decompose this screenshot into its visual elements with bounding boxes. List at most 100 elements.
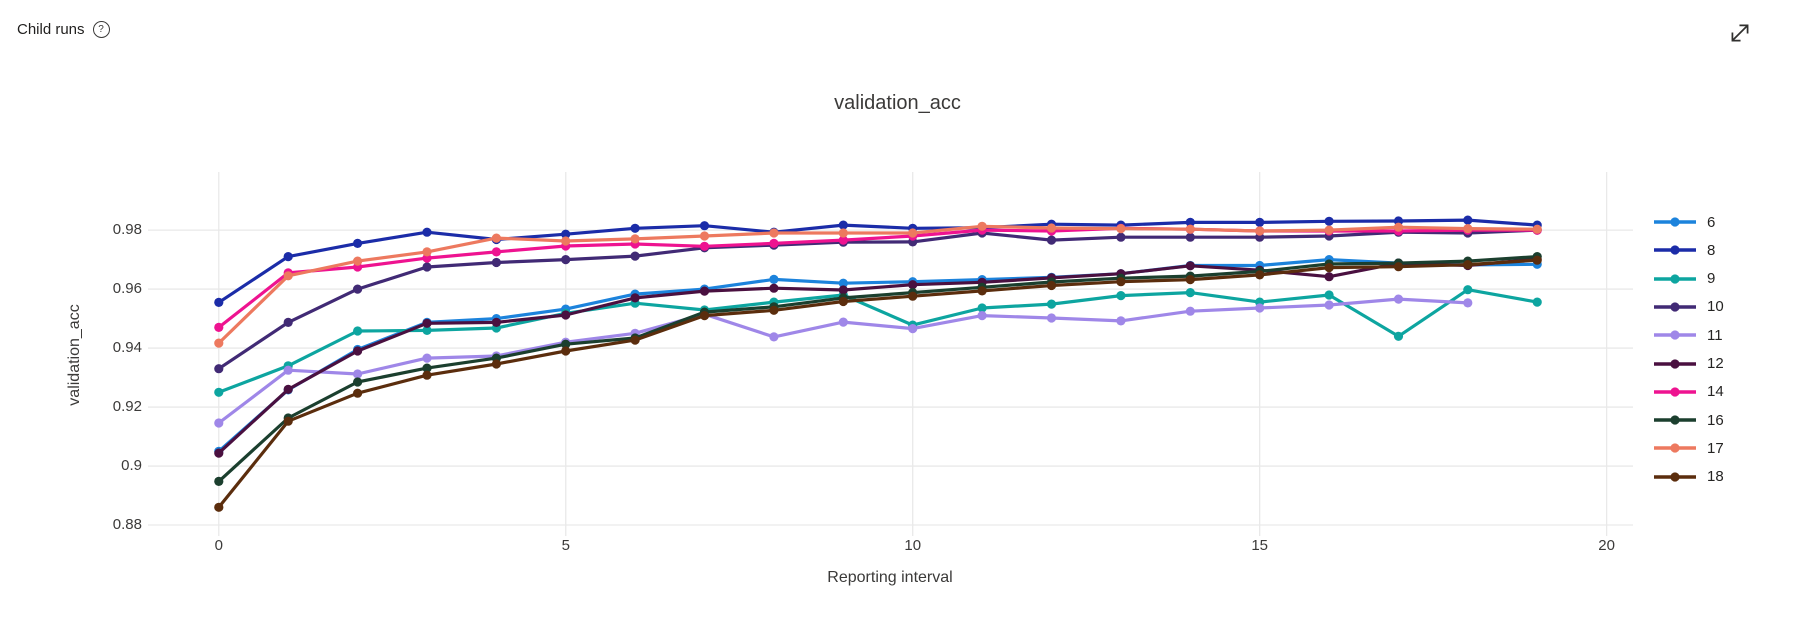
legend-item-14[interactable]: 14 [1652,378,1724,406]
legend-item-9[interactable]: 9 [1652,265,1715,293]
data-point[interactable] [1116,291,1126,301]
series-12[interactable] [214,254,1542,458]
data-point[interactable] [977,303,987,313]
data-point[interactable] [1185,217,1195,227]
data-point[interactable] [838,235,848,245]
series-line-16[interactable] [217,255,1539,483]
legend-item-16[interactable]: 16 [1652,406,1724,434]
data-point[interactable] [422,318,432,328]
data-point[interactable] [1393,222,1404,232]
data-point[interactable] [1116,316,1126,326]
data-point[interactable] [1046,299,1057,309]
data-point[interactable] [353,369,363,379]
data-point[interactable] [699,286,710,296]
data-point[interactable] [491,247,501,257]
legend-item-6[interactable]: 6 [1652,208,1715,236]
data-point[interactable] [838,317,848,327]
data-point[interactable] [1255,217,1265,227]
data-point[interactable] [1393,294,1404,304]
series-11[interactable] [214,294,1473,428]
data-point[interactable] [353,326,363,336]
data-point[interactable] [283,384,293,394]
data-point[interactable] [630,335,640,345]
legend-item-12[interactable]: 12 [1652,350,1724,378]
data-point[interactable] [491,359,501,369]
data-point[interactable] [769,332,779,342]
data-point[interactable] [1185,232,1195,242]
data-point[interactable] [838,220,848,230]
series-line-10[interactable] [217,228,1539,371]
data-point[interactable] [699,231,710,241]
data-point[interactable] [214,297,224,307]
data-point[interactable] [769,238,779,248]
data-point[interactable] [908,291,918,301]
series-line-12[interactable] [217,257,1539,455]
data-point[interactable] [283,365,293,375]
data-point[interactable] [769,274,779,284]
data-point[interactable] [1463,224,1473,234]
data-point[interactable] [561,346,571,356]
data-point[interactable] [1393,331,1404,341]
data-point[interactable] [561,310,571,320]
data-point[interactable] [699,311,710,321]
data-point[interactable] [1046,235,1057,245]
data-point[interactable] [1255,270,1265,280]
legend-item-10[interactable]: 10 [1652,293,1724,321]
data-point[interactable] [491,257,501,268]
data-point[interactable] [1046,223,1057,233]
data-point[interactable] [1463,215,1473,225]
data-point[interactable] [1324,290,1334,300]
data-point[interactable] [214,418,224,428]
data-point[interactable] [353,377,363,387]
data-point[interactable] [1185,288,1195,298]
data-point[interactable] [908,324,918,334]
legend-item-17[interactable]: 17 [1652,434,1724,462]
series-17[interactable] [214,221,1542,348]
data-point[interactable] [422,325,432,335]
data-point[interactable] [630,234,640,244]
data-point[interactable] [1185,275,1195,285]
expand-button[interactable] [1722,16,1758,52]
series-line-8[interactable] [217,218,1539,304]
data-point[interactable] [353,284,363,294]
data-point[interactable] [1255,303,1265,313]
data-point[interactable] [1463,260,1473,270]
series-line-17[interactable] [217,224,1539,345]
data-point[interactable] [977,221,987,231]
data-point[interactable] [1463,298,1473,308]
help-icon[interactable]: ? [92,21,110,38]
data-point[interactable] [977,286,987,296]
data-point[interactable] [214,387,224,397]
data-point[interactable] [769,228,779,238]
data-point[interactable] [214,476,224,486]
data-point[interactable] [353,238,363,248]
data-point[interactable] [353,256,363,266]
data-point[interactable] [977,311,987,321]
data-point[interactable] [630,223,640,233]
data-point[interactable] [491,233,501,243]
data-point[interactable] [699,241,710,251]
data-point[interactable] [1185,261,1195,271]
data-point[interactable] [699,221,710,231]
data-point[interactable] [1532,297,1542,307]
data-point[interactable] [214,364,224,374]
data-point[interactable] [1116,232,1126,242]
data-point[interactable] [422,353,432,363]
data-point[interactable] [630,293,640,303]
data-point[interactable] [561,255,571,265]
data-point[interactable] [1046,313,1057,323]
data-point[interactable] [1185,306,1195,316]
data-point[interactable] [769,305,779,315]
data-point[interactable] [214,322,224,332]
data-point[interactable] [283,271,293,281]
data-point[interactable] [838,278,848,288]
legend-item-18[interactable]: 18 [1652,463,1724,491]
data-point[interactable] [1185,224,1195,234]
data-point[interactable] [283,317,293,327]
data-point[interactable] [561,229,571,239]
data-point[interactable] [422,262,432,272]
data-point[interactable] [422,363,432,373]
data-point[interactable] [561,339,571,349]
data-point[interactable] [283,252,293,262]
data-point[interactable] [908,280,918,290]
